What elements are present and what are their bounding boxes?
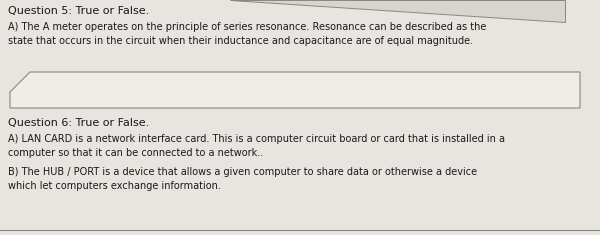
Text: Question 5: True or False.: Question 5: True or False. [8, 6, 149, 16]
Text: computer so that it can be connected to a network..: computer so that it can be connected to … [8, 148, 263, 158]
Polygon shape [230, 0, 565, 22]
Text: Question 6: True or False.: Question 6: True or False. [8, 118, 149, 128]
Text: which let computers exchange information.: which let computers exchange information… [8, 181, 221, 191]
Text: B) The HUB / PORT is a device that allows a given computer to share data or othe: B) The HUB / PORT is a device that allow… [8, 167, 477, 177]
Text: state that occurs in the circuit when their inductance and capacitance are of eq: state that occurs in the circuit when th… [8, 36, 473, 46]
Text: A) LAN CARD is a network interface card. This is a computer circuit board or car: A) LAN CARD is a network interface card.… [8, 134, 505, 144]
Polygon shape [10, 72, 580, 108]
Text: A) The A meter operates on the principle of series resonance. Resonance can be d: A) The A meter operates on the principle… [8, 22, 487, 32]
